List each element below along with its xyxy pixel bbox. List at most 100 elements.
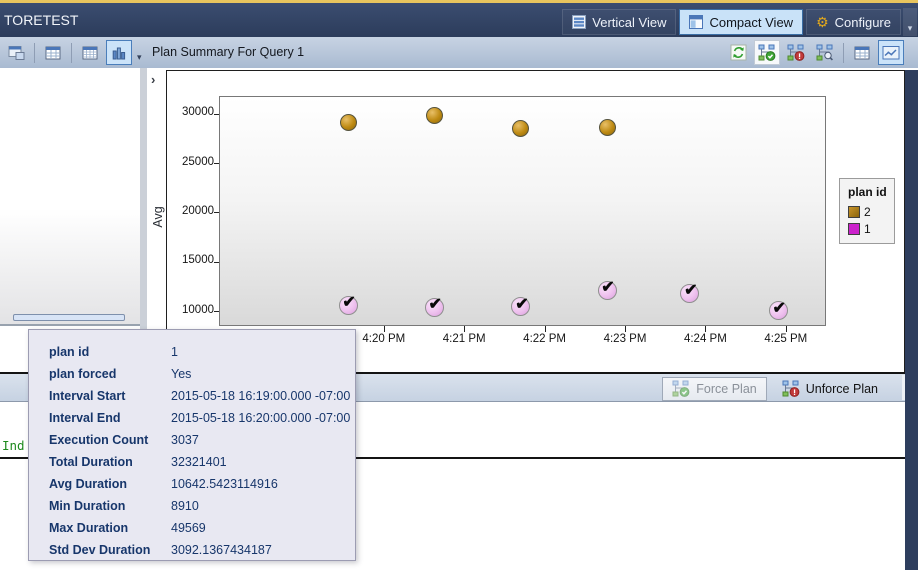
chart-results-icon-button[interactable] — [878, 40, 904, 65]
title-bar: TORETEST Vertical View Compact View ⚙ Co… — [0, 3, 918, 37]
compare-plans-icon-button[interactable] — [812, 40, 838, 65]
grid-view-alt-icon-button[interactable] — [77, 40, 103, 65]
toolbar-separator — [843, 42, 844, 63]
compact-view-label: Compact View — [709, 14, 794, 30]
y-axis-tick — [214, 113, 219, 115]
toolbar-separator — [34, 42, 35, 63]
vertical-view-button[interactable]: Vertical View — [562, 9, 677, 35]
tooltip-row-value: 2015-05-18 16:19:00.000 -07:00 — [171, 389, 351, 403]
forced-plan-check-icon: ✔ — [342, 294, 356, 312]
tooltip-row-label: Avg Duration — [49, 477, 128, 491]
tooltip-row-label: Min Duration — [49, 499, 126, 513]
data-point-plan-2[interactable] — [512, 119, 530, 137]
data-point-plan-1[interactable]: ✔ — [680, 282, 700, 303]
force-plan-button[interactable]: Force Plan — [662, 376, 767, 401]
plan-tooltip: plan id 1 plan forced Yes Interval Start 2015… — [28, 329, 356, 561]
data-point-plan-1[interactable]: ✔ — [768, 299, 788, 321]
legend-entry-label: 2 — [864, 205, 871, 219]
tooltip-row-value: 49569 — [171, 521, 206, 535]
unforce-plan-label: Unforce Plan — [805, 381, 878, 396]
panel-splitter[interactable] — [140, 68, 147, 372]
panel-divider — [0, 457, 905, 459]
data-point-plan-2[interactable] — [425, 107, 443, 125]
y-axis-tick — [214, 212, 219, 214]
grid-view-icon-button[interactable] — [40, 40, 66, 65]
y-axis-tick-label: 25000 — [182, 155, 214, 168]
data-point-plan-1[interactable]: ✔ — [424, 296, 444, 317]
x-axis-tick-label: 4:22 PM — [523, 333, 566, 345]
forced-plan-check-icon: ✔ — [684, 282, 698, 300]
tooltip-row-label: plan id — [49, 345, 90, 359]
gear-icon: ⚙ — [816, 14, 829, 30]
legend-title: plan id — [848, 185, 887, 199]
force-plan-icon — [758, 44, 776, 61]
tooltip-row-value: 8910 — [171, 499, 199, 513]
configure-button[interactable]: ⚙ Configure — [806, 9, 901, 35]
x-axis-tick-label: 4:23 PM — [603, 333, 647, 345]
unforce-plan-icon — [787, 44, 805, 61]
tooltip-row-label: Std Dev Duration — [49, 543, 151, 557]
force-plan-icon-button[interactable] — [754, 40, 780, 65]
legend-entry: 1 — [848, 222, 894, 236]
query-window-icon — [8, 45, 24, 60]
window-title: TORETEST — [4, 12, 79, 28]
y-axis-tick-label: 20000 — [182, 204, 214, 217]
axis-column: › Avg — [147, 68, 166, 372]
plan-action-buttons — [725, 40, 904, 65]
horizontal-scrollbar-thumb[interactable] — [13, 314, 125, 321]
force-plan-label: Force Plan — [696, 381, 757, 396]
tooltip-row: Total Duration 32321401 — [29, 451, 355, 473]
legend-entry-label: 1 — [864, 222, 871, 236]
grid-icon — [854, 46, 870, 59]
forced-plan-check-icon: ✔ — [428, 296, 442, 314]
tooltip-row: Avg Duration 10642.5423114916 — [29, 473, 355, 495]
view-buttons: Vertical View Compact View ⚙ Configure — [562, 9, 901, 35]
left-results-panel — [0, 68, 140, 326]
refresh-icon-button[interactable] — [725, 40, 751, 65]
x-axis-tick-label: 4:24 PM — [683, 333, 727, 345]
tooltip-row: Min Duration 8910 — [29, 495, 355, 517]
compact-view-button[interactable]: Compact View — [679, 9, 804, 35]
tooltip-row: Interval Start 2015-05-18 16:19:00.000 -0… — [29, 385, 355, 407]
y-axis-tick — [214, 163, 219, 165]
overflow-chevron-icon: ▾ — [907, 23, 913, 33]
y-axis-tick — [214, 261, 219, 263]
data-point-plan-2[interactable] — [598, 119, 616, 137]
data-point-plan-2[interactable] — [339, 113, 357, 131]
y-axis-tick-label: 10000 — [182, 303, 214, 316]
grid-results-icon-button[interactable] — [849, 40, 875, 65]
toolbar-separator — [71, 42, 72, 63]
tooltip-row-label: Total Duration — [49, 455, 133, 469]
plot-area: ✔ ✔ ✔ ✔ ✔ ✔ — [219, 96, 826, 326]
forced-plan-check-icon: ✔ — [515, 295, 529, 313]
chart-legend: plan id 2 1 — [839, 178, 895, 244]
legend-swatch — [848, 223, 860, 235]
chart-view-icon-button[interactable] — [106, 40, 132, 65]
x-axis-tick-label: 4:25 PM — [764, 333, 808, 345]
x-axis-tick — [464, 326, 466, 332]
plan-text-fragment: Ind — [2, 438, 25, 453]
data-point-plan-1[interactable]: ✔ — [511, 295, 531, 317]
tooltip-row-value: 32321401 — [171, 455, 227, 469]
data-point-plan-1[interactable]: ✔ — [338, 294, 358, 315]
unforce-plan-icon-button[interactable] — [783, 40, 809, 65]
view-mode-buttons: ▾ — [3, 40, 144, 65]
data-point-plan-1[interactable]: ✔ — [597, 280, 617, 300]
tooltip-row: Max Duration 49569 — [29, 517, 355, 539]
compact-view-icon — [689, 15, 704, 29]
titlebar-overflow-button[interactable]: ▾ — [903, 8, 917, 36]
chart-options-dropdown[interactable]: ▾ — [137, 52, 142, 62]
tooltip-row: Interval End 2015-05-18 16:20:00.000 -07:… — [29, 407, 355, 429]
x-axis-tick-label: 4:21 PM — [442, 333, 486, 345]
tooltip-row: plan forced Yes — [29, 363, 355, 385]
expand-chevron-icon[interactable]: › — [151, 72, 156, 87]
unforce-plan-button[interactable]: Unforce Plan — [773, 377, 887, 401]
x-axis-tick — [383, 326, 385, 332]
forced-plan-check-icon: ✔ — [772, 299, 786, 317]
query-window-icon-button[interactable] — [3, 40, 29, 65]
tooltip-row-label: Interval Start — [49, 389, 126, 403]
refresh-icon — [730, 44, 746, 61]
tooltip-row: Execution Count 3037 — [29, 429, 355, 451]
tooltip-row: plan id 1 — [29, 341, 355, 363]
